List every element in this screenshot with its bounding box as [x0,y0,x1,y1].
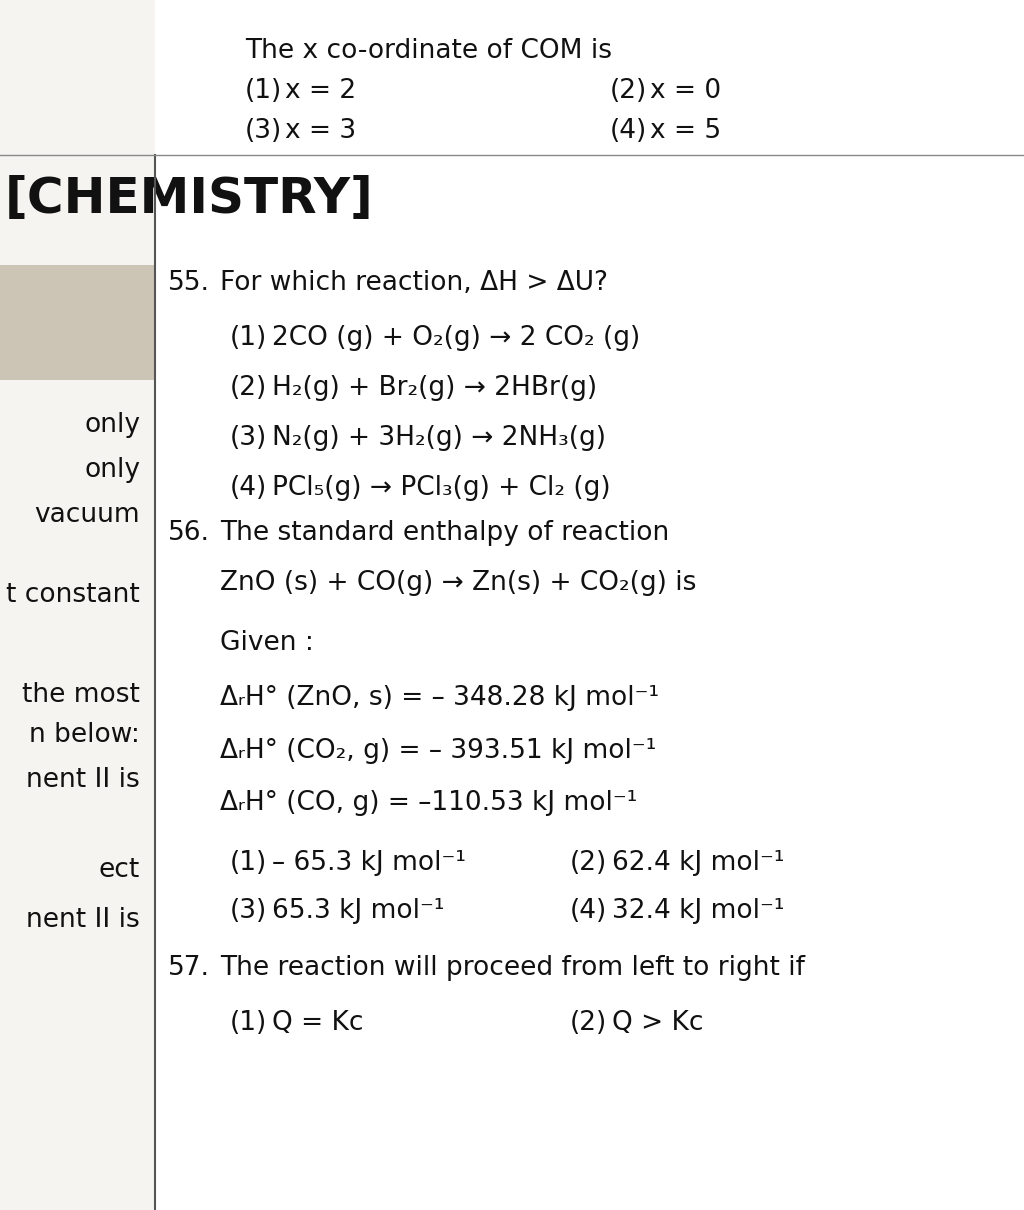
Text: (2): (2) [570,1010,607,1036]
Text: the most: the most [23,682,140,708]
Text: The standard enthalpy of reaction: The standard enthalpy of reaction [220,520,670,546]
Text: 56.: 56. [168,520,210,546]
Text: (1): (1) [230,1010,267,1036]
Text: (4): (4) [610,119,647,144]
Text: 62.4 kJ mol⁻¹: 62.4 kJ mol⁻¹ [612,849,784,876]
Text: x = 0: x = 0 [650,77,721,104]
Text: ΔᵣH° (CO, g) = –110.53 kJ mol⁻¹: ΔᵣH° (CO, g) = –110.53 kJ mol⁻¹ [220,790,637,816]
Text: N₂(g) + 3H₂(g) → 2NH₃(g): N₂(g) + 3H₂(g) → 2NH₃(g) [272,425,606,451]
Text: 32.4 kJ mol⁻¹: 32.4 kJ mol⁻¹ [612,898,784,924]
Text: 55.: 55. [168,270,210,296]
Text: 57.: 57. [168,955,210,981]
Text: (3): (3) [230,425,267,451]
Text: only: only [84,411,140,438]
Text: vacuum: vacuum [35,502,140,528]
Bar [155,0,1024,1210]
Text: ZnO (s) + CO(g) → Zn(s) + CO₂(g) is: ZnO (s) + CO(g) → Zn(s) + CO₂(g) is [220,570,696,597]
Text: ΔᵣH° (CO₂, g) = – 393.51 kJ mol⁻¹: ΔᵣH° (CO₂, g) = – 393.51 kJ mol⁻¹ [220,738,656,764]
Text: x = 5: x = 5 [650,119,721,144]
Text: x = 2: x = 2 [285,77,356,104]
Text: Q = Kc: Q = Kc [272,1010,364,1036]
Text: The reaction will proceed from left to right if: The reaction will proceed from left to r… [220,955,805,981]
Text: 2CO (g) + O₂(g) → 2 CO₂ (g): 2CO (g) + O₂(g) → 2 CO₂ (g) [272,325,640,351]
Text: (2): (2) [230,375,267,401]
Text: only: only [84,457,140,483]
Text: x = 3: x = 3 [285,119,356,144]
Text: (1): (1) [245,77,283,104]
Text: PCl₅(g) → PCl₃(g) + Cl₂ (g): PCl₅(g) → PCl₃(g) + Cl₂ (g) [272,476,610,501]
Text: For which reaction, ΔH > ΔU?: For which reaction, ΔH > ΔU? [220,270,608,296]
Text: H₂(g) + Br₂(g) → 2HBr(g): H₂(g) + Br₂(g) → 2HBr(g) [272,375,597,401]
Text: (4): (4) [570,898,607,924]
Text: nent II is: nent II is [27,767,140,793]
Text: ΔᵣH° (ZnO, s) = – 348.28 kJ mol⁻¹: ΔᵣH° (ZnO, s) = – 348.28 kJ mol⁻¹ [220,685,659,711]
Text: n below:: n below: [29,722,140,748]
Text: (2): (2) [570,849,607,876]
Text: (1): (1) [230,849,267,876]
Text: 65.3 kJ mol⁻¹: 65.3 kJ mol⁻¹ [272,898,444,924]
Text: (2): (2) [610,77,647,104]
Text: nent II is: nent II is [27,908,140,933]
Text: (1): (1) [230,325,267,351]
Bar [0,265,155,380]
Text: – 65.3 kJ mol⁻¹: – 65.3 kJ mol⁻¹ [272,849,466,876]
Text: (3): (3) [230,898,267,924]
Text: (3): (3) [245,119,283,144]
Text: [CHEMISTRY]: [CHEMISTRY] [5,175,374,223]
Text: Given :: Given : [220,630,314,656]
Text: ect: ect [98,857,140,883]
Text: (4): (4) [230,476,267,501]
Text: Q > Kc: Q > Kc [612,1010,703,1036]
Text: t constant: t constant [6,582,140,607]
Text: The x co-ordinate of COM is: The x co-ordinate of COM is [245,38,612,64]
